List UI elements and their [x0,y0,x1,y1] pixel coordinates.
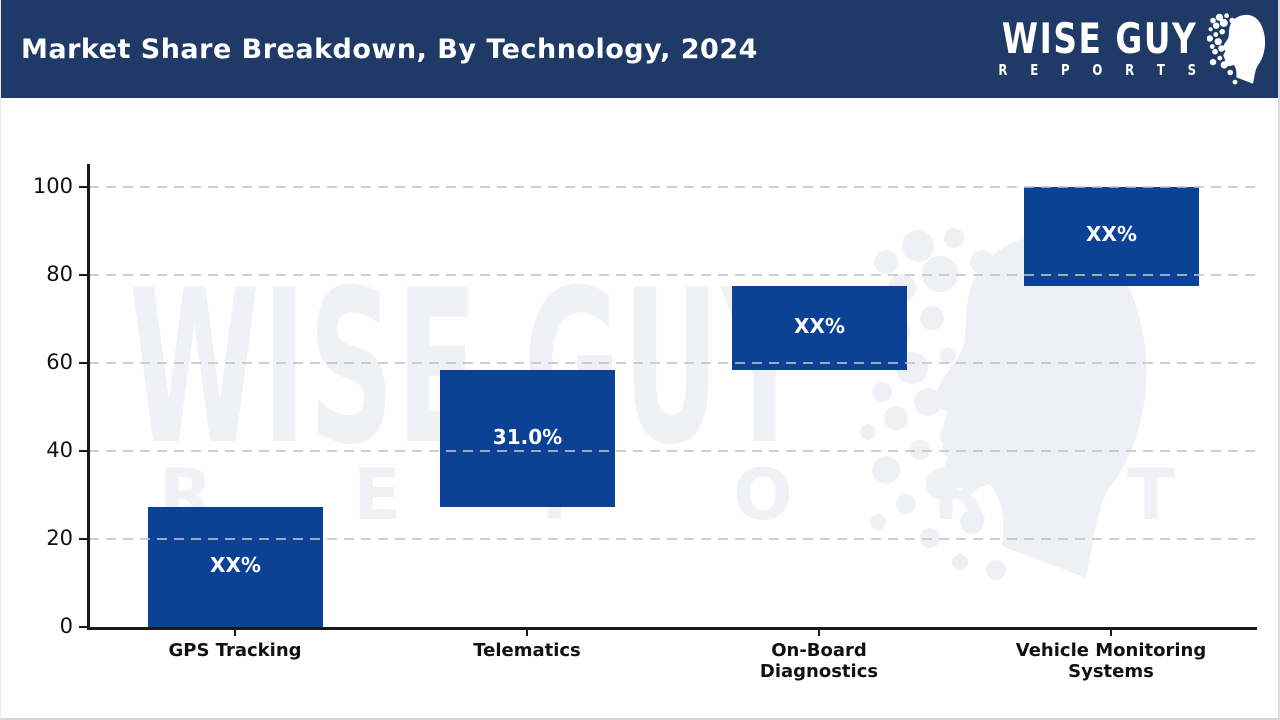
gridline-20 [89,538,1257,540]
gridline-80 [89,274,1257,276]
x-tick-on-board-diagnostics [818,629,820,636]
bar-gps-tracking [148,506,323,627]
x-tick-vehicle-monitoring-systems [1110,629,1112,636]
x-tick-gps-tracking [234,629,236,636]
y-tick-60 [79,362,88,364]
brand-logo: WISE GUY R E P O R T S [934,12,1269,86]
y-axis-line [87,164,90,630]
bar-value-label-gps-tracking: XX% [210,553,261,577]
y-tick-label-20: 20 [46,526,73,550]
y-tick-label-100: 100 [32,174,73,198]
gridline-40 [89,450,1257,452]
y-tick-label-60: 60 [46,350,73,374]
x-category-label-telematics: Telematics [473,640,581,661]
gridline-60 [89,362,1257,364]
brand-logo-text: WISE GUY R E P O R T S [993,14,1205,80]
y-tick-20 [79,538,88,540]
bar-value-label-telematics: 31.0% [492,425,563,449]
y-tick-40 [79,450,88,452]
x-tick-telematics [526,629,528,636]
gridline-100 [89,186,1257,188]
bar-telematics [440,370,615,507]
brand-subtitle: R E P O R T S [997,61,1205,79]
x-axis-line [87,627,1257,630]
y-tick-label-40: 40 [46,438,73,462]
page-title: Market Share Breakdown, By Technology, 2… [21,33,758,65]
bar-value-label-on-board-diagnostics: XX% [794,314,845,338]
bar-value-label-vehicle-monitoring-systems: XX% [1086,222,1137,246]
header-bar: Market Share Breakdown, By Technology, 2… [1,0,1278,98]
x-category-label-on-board-diagnostics: On-Board Diagnostics [759,640,879,682]
x-category-label-vehicle-monitoring-systems: Vehicle Monitoring Systems [1015,640,1207,682]
y-tick-0 [79,626,88,628]
y-tick-label-80: 80 [46,262,73,286]
y-tick-100 [79,186,88,188]
brand-name: WISE GUY [1001,14,1197,63]
y-tick-80 [79,274,88,276]
y-tick-label-0: 0 [59,614,73,638]
x-category-label-gps-tracking: GPS Tracking [168,640,302,661]
head-dots-icon [1207,13,1266,85]
